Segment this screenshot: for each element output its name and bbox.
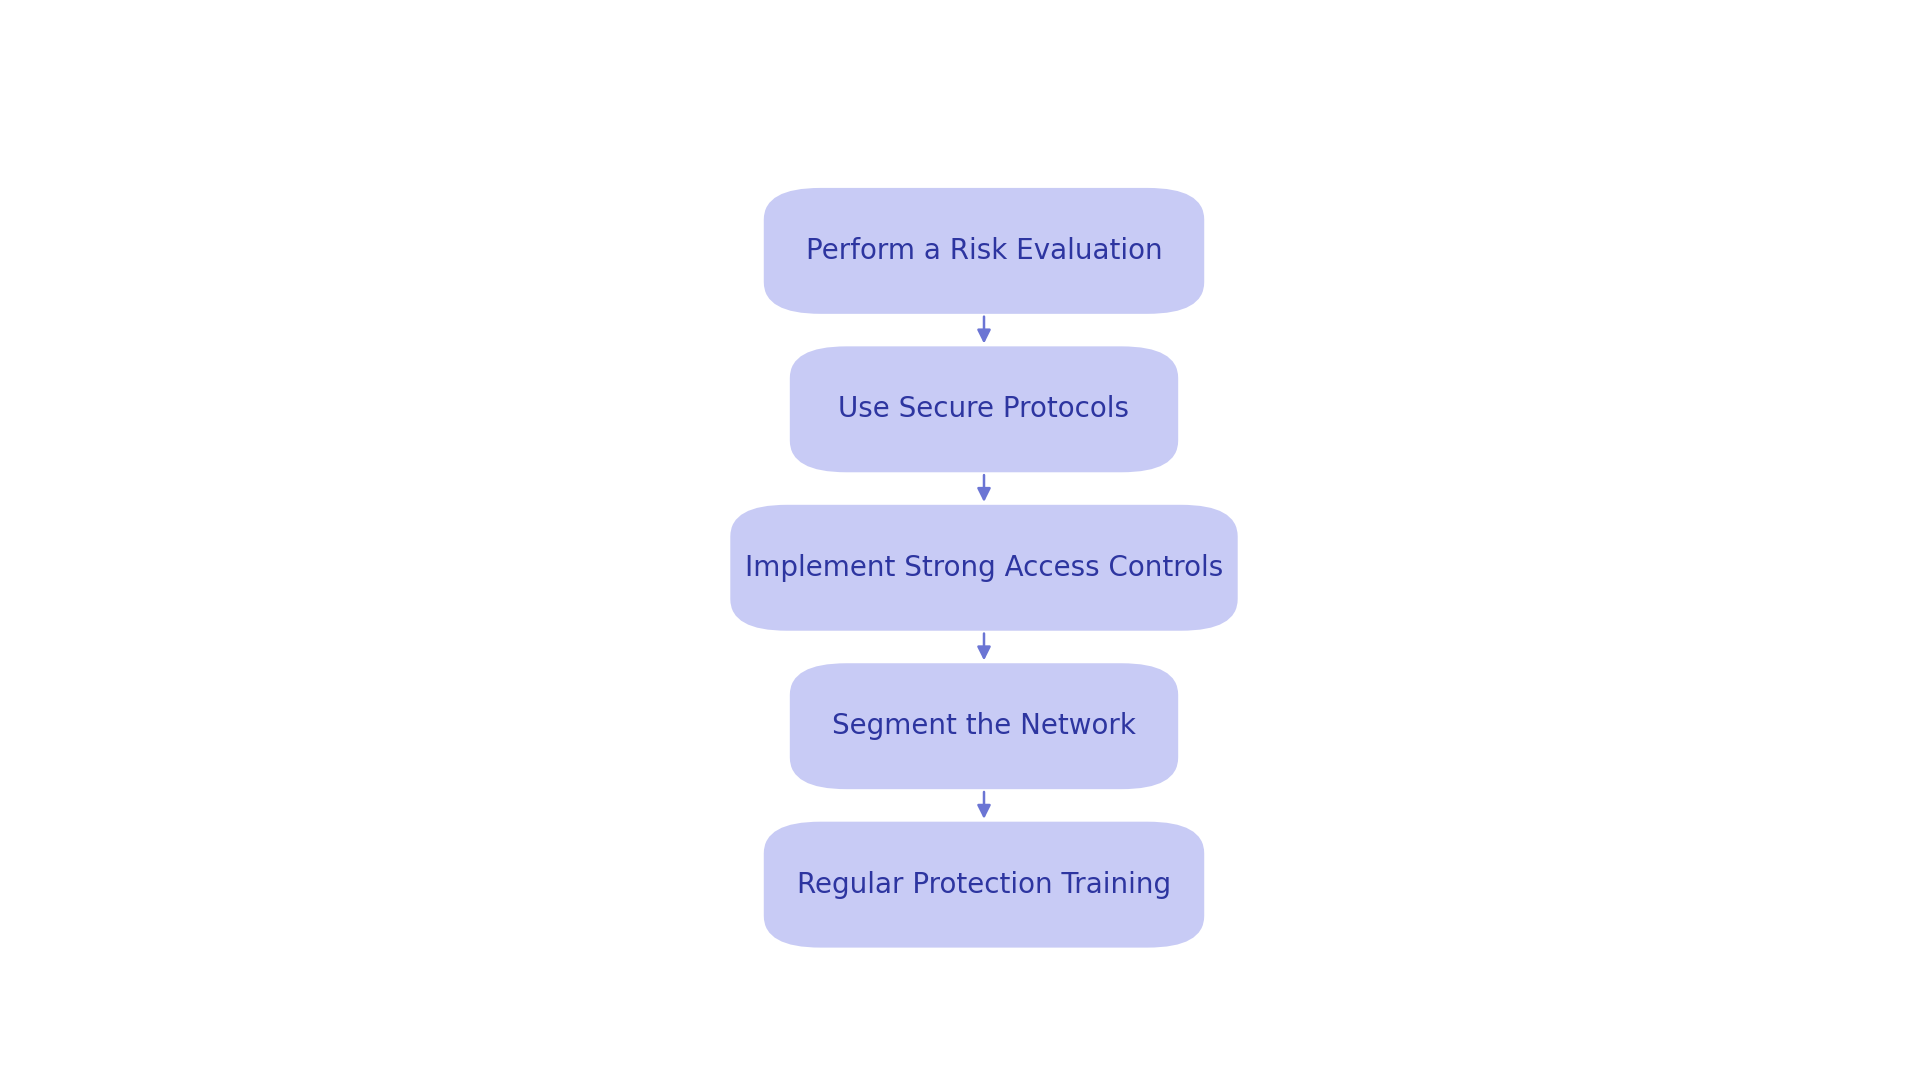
FancyBboxPatch shape — [730, 505, 1238, 630]
Text: Segment the Network: Segment the Network — [831, 713, 1137, 740]
FancyBboxPatch shape — [764, 188, 1204, 314]
FancyBboxPatch shape — [789, 663, 1179, 790]
FancyBboxPatch shape — [789, 347, 1179, 472]
FancyBboxPatch shape — [764, 822, 1204, 948]
Text: Implement Strong Access Controls: Implement Strong Access Controls — [745, 553, 1223, 582]
Text: Regular Protection Training: Regular Protection Training — [797, 871, 1171, 899]
Text: Perform a Risk Evaluation: Perform a Risk Evaluation — [806, 237, 1162, 265]
Text: Use Secure Protocols: Use Secure Protocols — [839, 395, 1129, 423]
